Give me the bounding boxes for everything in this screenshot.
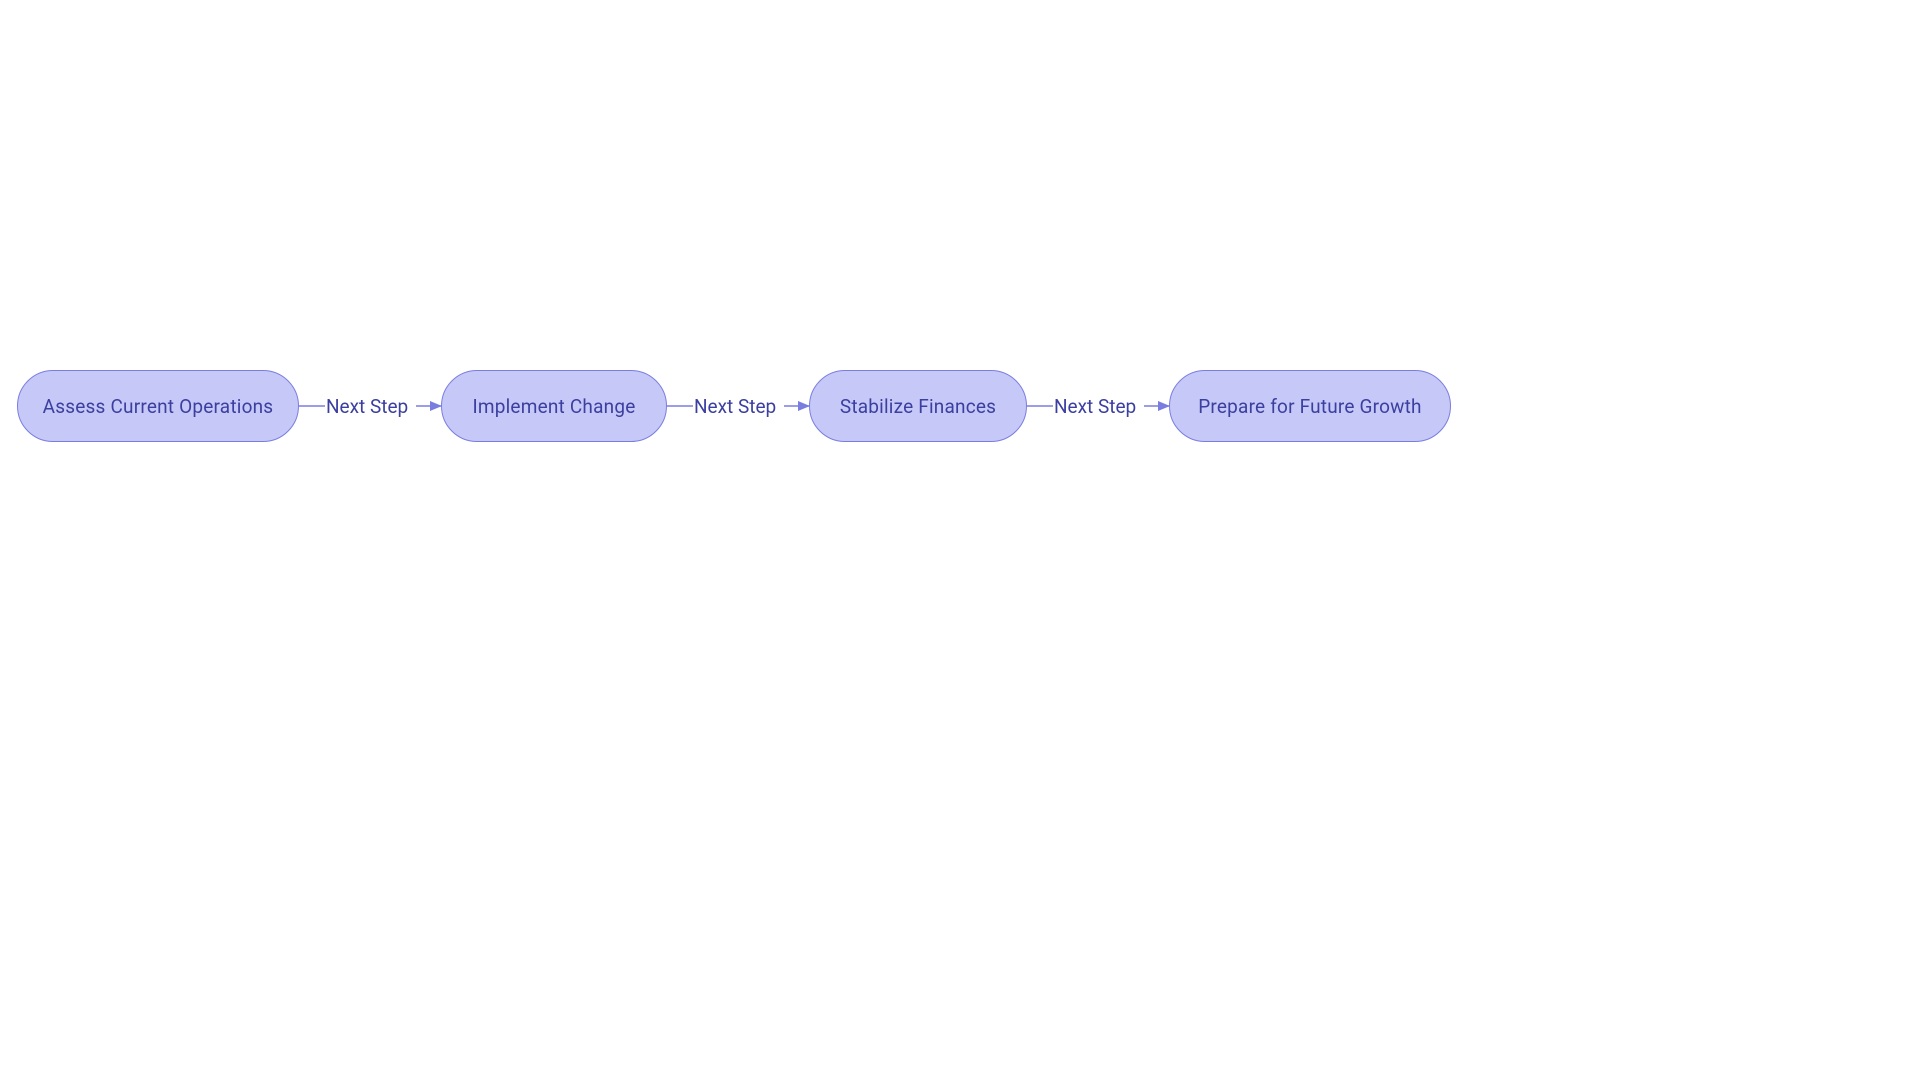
node-label: Assess Current Operations: [43, 395, 274, 418]
node-assess-operations[interactable]: Assess Current Operations: [17, 370, 299, 442]
node-label: Implement Change: [473, 395, 636, 418]
edge-label: Next Step: [1054, 395, 1136, 418]
node-label: Stabilize Finances: [840, 395, 996, 418]
edges-layer: [0, 0, 1920, 1083]
node-prepare-growth[interactable]: Prepare for Future Growth: [1169, 370, 1451, 442]
edge-label: Next Step: [694, 395, 776, 418]
node-stabilize-finances[interactable]: Stabilize Finances: [809, 370, 1027, 442]
edge-label: Next Step: [326, 395, 408, 418]
flowchart-canvas: Assess Current Operations Implement Chan…: [0, 0, 1920, 1083]
node-label: Prepare for Future Growth: [1198, 395, 1421, 418]
node-implement-change[interactable]: Implement Change: [441, 370, 667, 442]
